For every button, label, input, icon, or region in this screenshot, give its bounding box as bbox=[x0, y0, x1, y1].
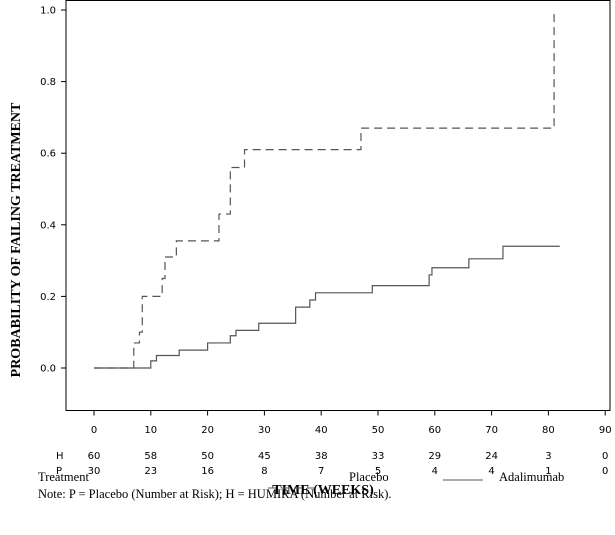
x-tick-label: 20 bbox=[201, 425, 214, 436]
risk-value: 38 bbox=[315, 451, 328, 462]
footnote: Note: P = Placebo (Number at Risk); H = … bbox=[38, 487, 392, 501]
legend-placebo-label: Placebo bbox=[349, 470, 389, 484]
plot-frame bbox=[65, 0, 611, 411]
risk-value: 60 bbox=[88, 451, 101, 462]
risk-value: 33 bbox=[372, 451, 385, 462]
risk-value: 4 bbox=[488, 466, 494, 477]
series-layer bbox=[94, 13, 560, 369]
legend-title: Treatment bbox=[38, 470, 89, 484]
series-line-adalimumab bbox=[94, 245, 560, 369]
x-tick-label: 0 bbox=[91, 425, 97, 436]
risk-value: 16 bbox=[201, 466, 214, 477]
risk-row-label: P bbox=[56, 466, 62, 477]
risk-value: 24 bbox=[485, 451, 498, 462]
y-tick-label: 0.4 bbox=[40, 220, 56, 231]
risk-value: 1 bbox=[545, 466, 551, 477]
risk-value: 0 bbox=[602, 451, 608, 462]
x-tick-label: 10 bbox=[144, 425, 157, 436]
y-tick-label: 0.8 bbox=[40, 77, 56, 88]
risk-row-label: H bbox=[56, 451, 64, 462]
x-axis-title: TIME (WEEKS) bbox=[272, 483, 374, 498]
risk-table: H 60 58 50 45 38 33 29 24 3 0P 30 23 16 8 7 5 4 4 1 0 bbox=[56, 451, 608, 477]
x-tick-label: 60 bbox=[428, 425, 441, 436]
y-tick-label: 0.2 bbox=[40, 292, 56, 303]
risk-value: 4 bbox=[432, 466, 438, 477]
y-tick-label: 0.6 bbox=[40, 149, 56, 160]
risk-value: 50 bbox=[201, 451, 214, 462]
x-tick-label: 90 bbox=[599, 425, 612, 436]
y-axis: 0.0 0.2 0.4 0.6 0.8 1.0 bbox=[40, 6, 66, 375]
risk-value: 5 bbox=[375, 466, 381, 477]
legend: Treatment Placebo Adalimumab bbox=[38, 470, 564, 489]
y-tick-label: 1.0 bbox=[40, 6, 56, 17]
risk-value: 23 bbox=[144, 466, 157, 477]
risk-value: 29 bbox=[428, 451, 441, 462]
risk-value: 58 bbox=[144, 451, 157, 462]
risk-value: 7 bbox=[318, 466, 324, 477]
y-tick-label: 0.0 bbox=[40, 364, 56, 375]
x-tick-label: 40 bbox=[315, 425, 328, 436]
x-tick-label: 30 bbox=[258, 425, 271, 436]
risk-value: 45 bbox=[258, 451, 271, 462]
legend-adalimumab-label: Adalimumab bbox=[499, 470, 564, 484]
risk-value: 0 bbox=[602, 466, 608, 477]
x-axis: 0 10 20 30 40 50 60 70 80 90 bbox=[91, 410, 612, 436]
series-line-placebo bbox=[94, 13, 555, 369]
x-tick-label: 70 bbox=[485, 425, 498, 436]
risk-value: 30 bbox=[88, 466, 101, 477]
x-tick-label: 80 bbox=[542, 425, 555, 436]
x-tick-label: 50 bbox=[372, 425, 385, 436]
risk-value: 8 bbox=[261, 466, 267, 477]
y-axis-title: PROBABILITY OF FAILING TREATMENT bbox=[9, 102, 24, 377]
risk-value: 3 bbox=[545, 451, 551, 462]
